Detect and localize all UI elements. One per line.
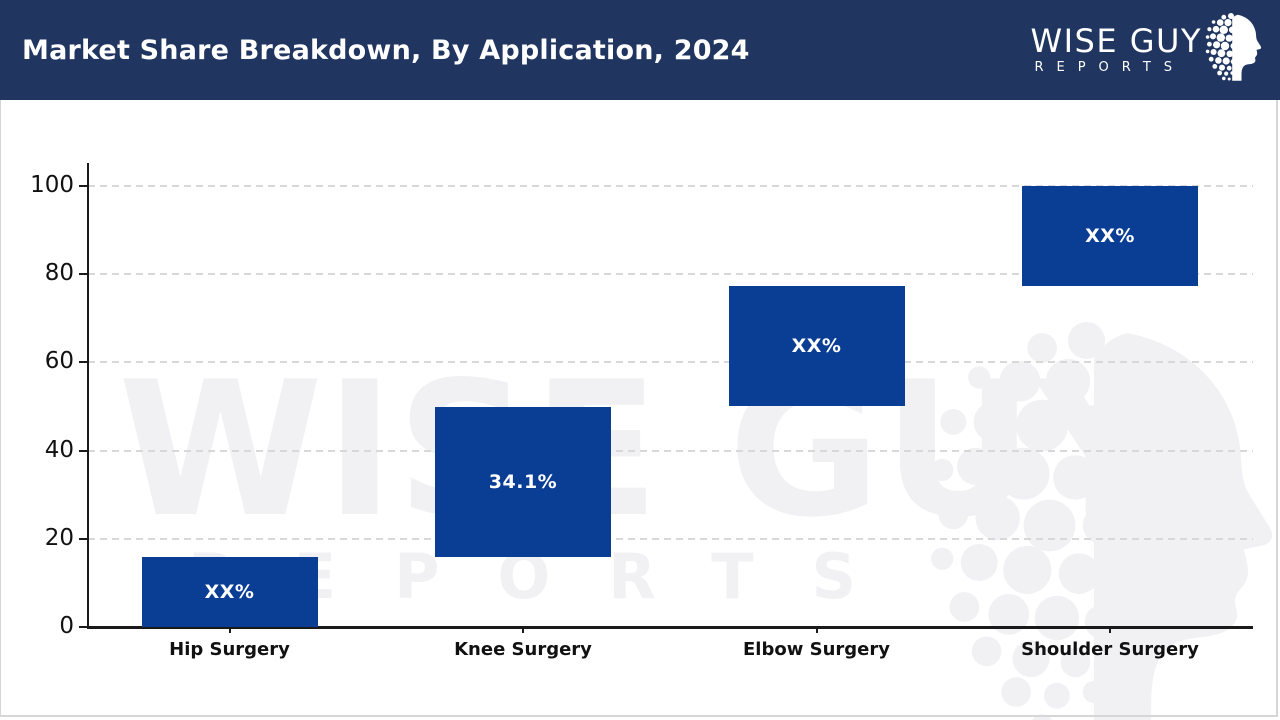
brand-logo: WISE GUY REPORTS (1030, 11, 1264, 89)
y-tick-20 (79, 537, 87, 540)
x-tick-3 (1109, 627, 1111, 633)
x-axis-line (87, 626, 1253, 629)
brand-wordmark: WISE GUY REPORTS (1030, 23, 1202, 77)
y-tick-label-60: 60 (44, 348, 74, 375)
bar-value-label: 34.1% (488, 470, 558, 493)
x-tick-2 (815, 627, 818, 633)
gridline-20 (88, 537, 1253, 540)
brand-name-text: WISE GUY (1030, 22, 1202, 60)
gridline-80 (88, 273, 1253, 276)
bar-value-label: XX% (1085, 225, 1135, 248)
chart-title: Market Share Breakdown, By Application, … (22, 34, 750, 66)
y-tick-60 (79, 361, 87, 364)
bar-value-label: XX% (204, 580, 255, 603)
y-tick-label-80: 80 (44, 260, 74, 287)
brand-subtext: REPORTS (1034, 60, 1186, 75)
y-tick-0 (79, 626, 87, 628)
header-bar: Market Share Breakdown, By Application, … (0, 0, 1280, 100)
y-tick-label-100: 100 (30, 172, 74, 198)
watermark: WISE GUY REPORTS (0, 100, 1280, 720)
bar-hip-surgery: XX% (141, 556, 318, 627)
x-tick-label-0: Hip Surgery (169, 639, 290, 660)
x-tick-0 (228, 627, 231, 633)
y-tick-80 (79, 273, 87, 276)
x-tick-label-2: Elbow Surgery (743, 639, 890, 660)
y-tick-40 (79, 449, 87, 452)
y-tick-label-20: 20 (44, 524, 74, 551)
bar-knee-surgery: 34.1% (435, 406, 611, 557)
bar-shoulder-surgery: XX% (1022, 186, 1198, 287)
y-tick-label-40: 40 (44, 436, 74, 463)
y-tick-label-0: 0 (59, 613, 74, 639)
x-tick-label-3: Shoulder Surgery (1021, 639, 1199, 660)
y-tick-100 (79, 185, 87, 187)
y-axis-line (87, 163, 89, 629)
bar-elbow-surgery: XX% (728, 286, 905, 407)
x-tick-label-1: Knee Surgery (454, 639, 592, 660)
gridline-40 (88, 449, 1253, 452)
gridline-100 (88, 185, 1253, 187)
x-tick-1 (522, 627, 524, 633)
gridline-60 (88, 361, 1253, 364)
bar-value-label: XX% (791, 335, 842, 358)
